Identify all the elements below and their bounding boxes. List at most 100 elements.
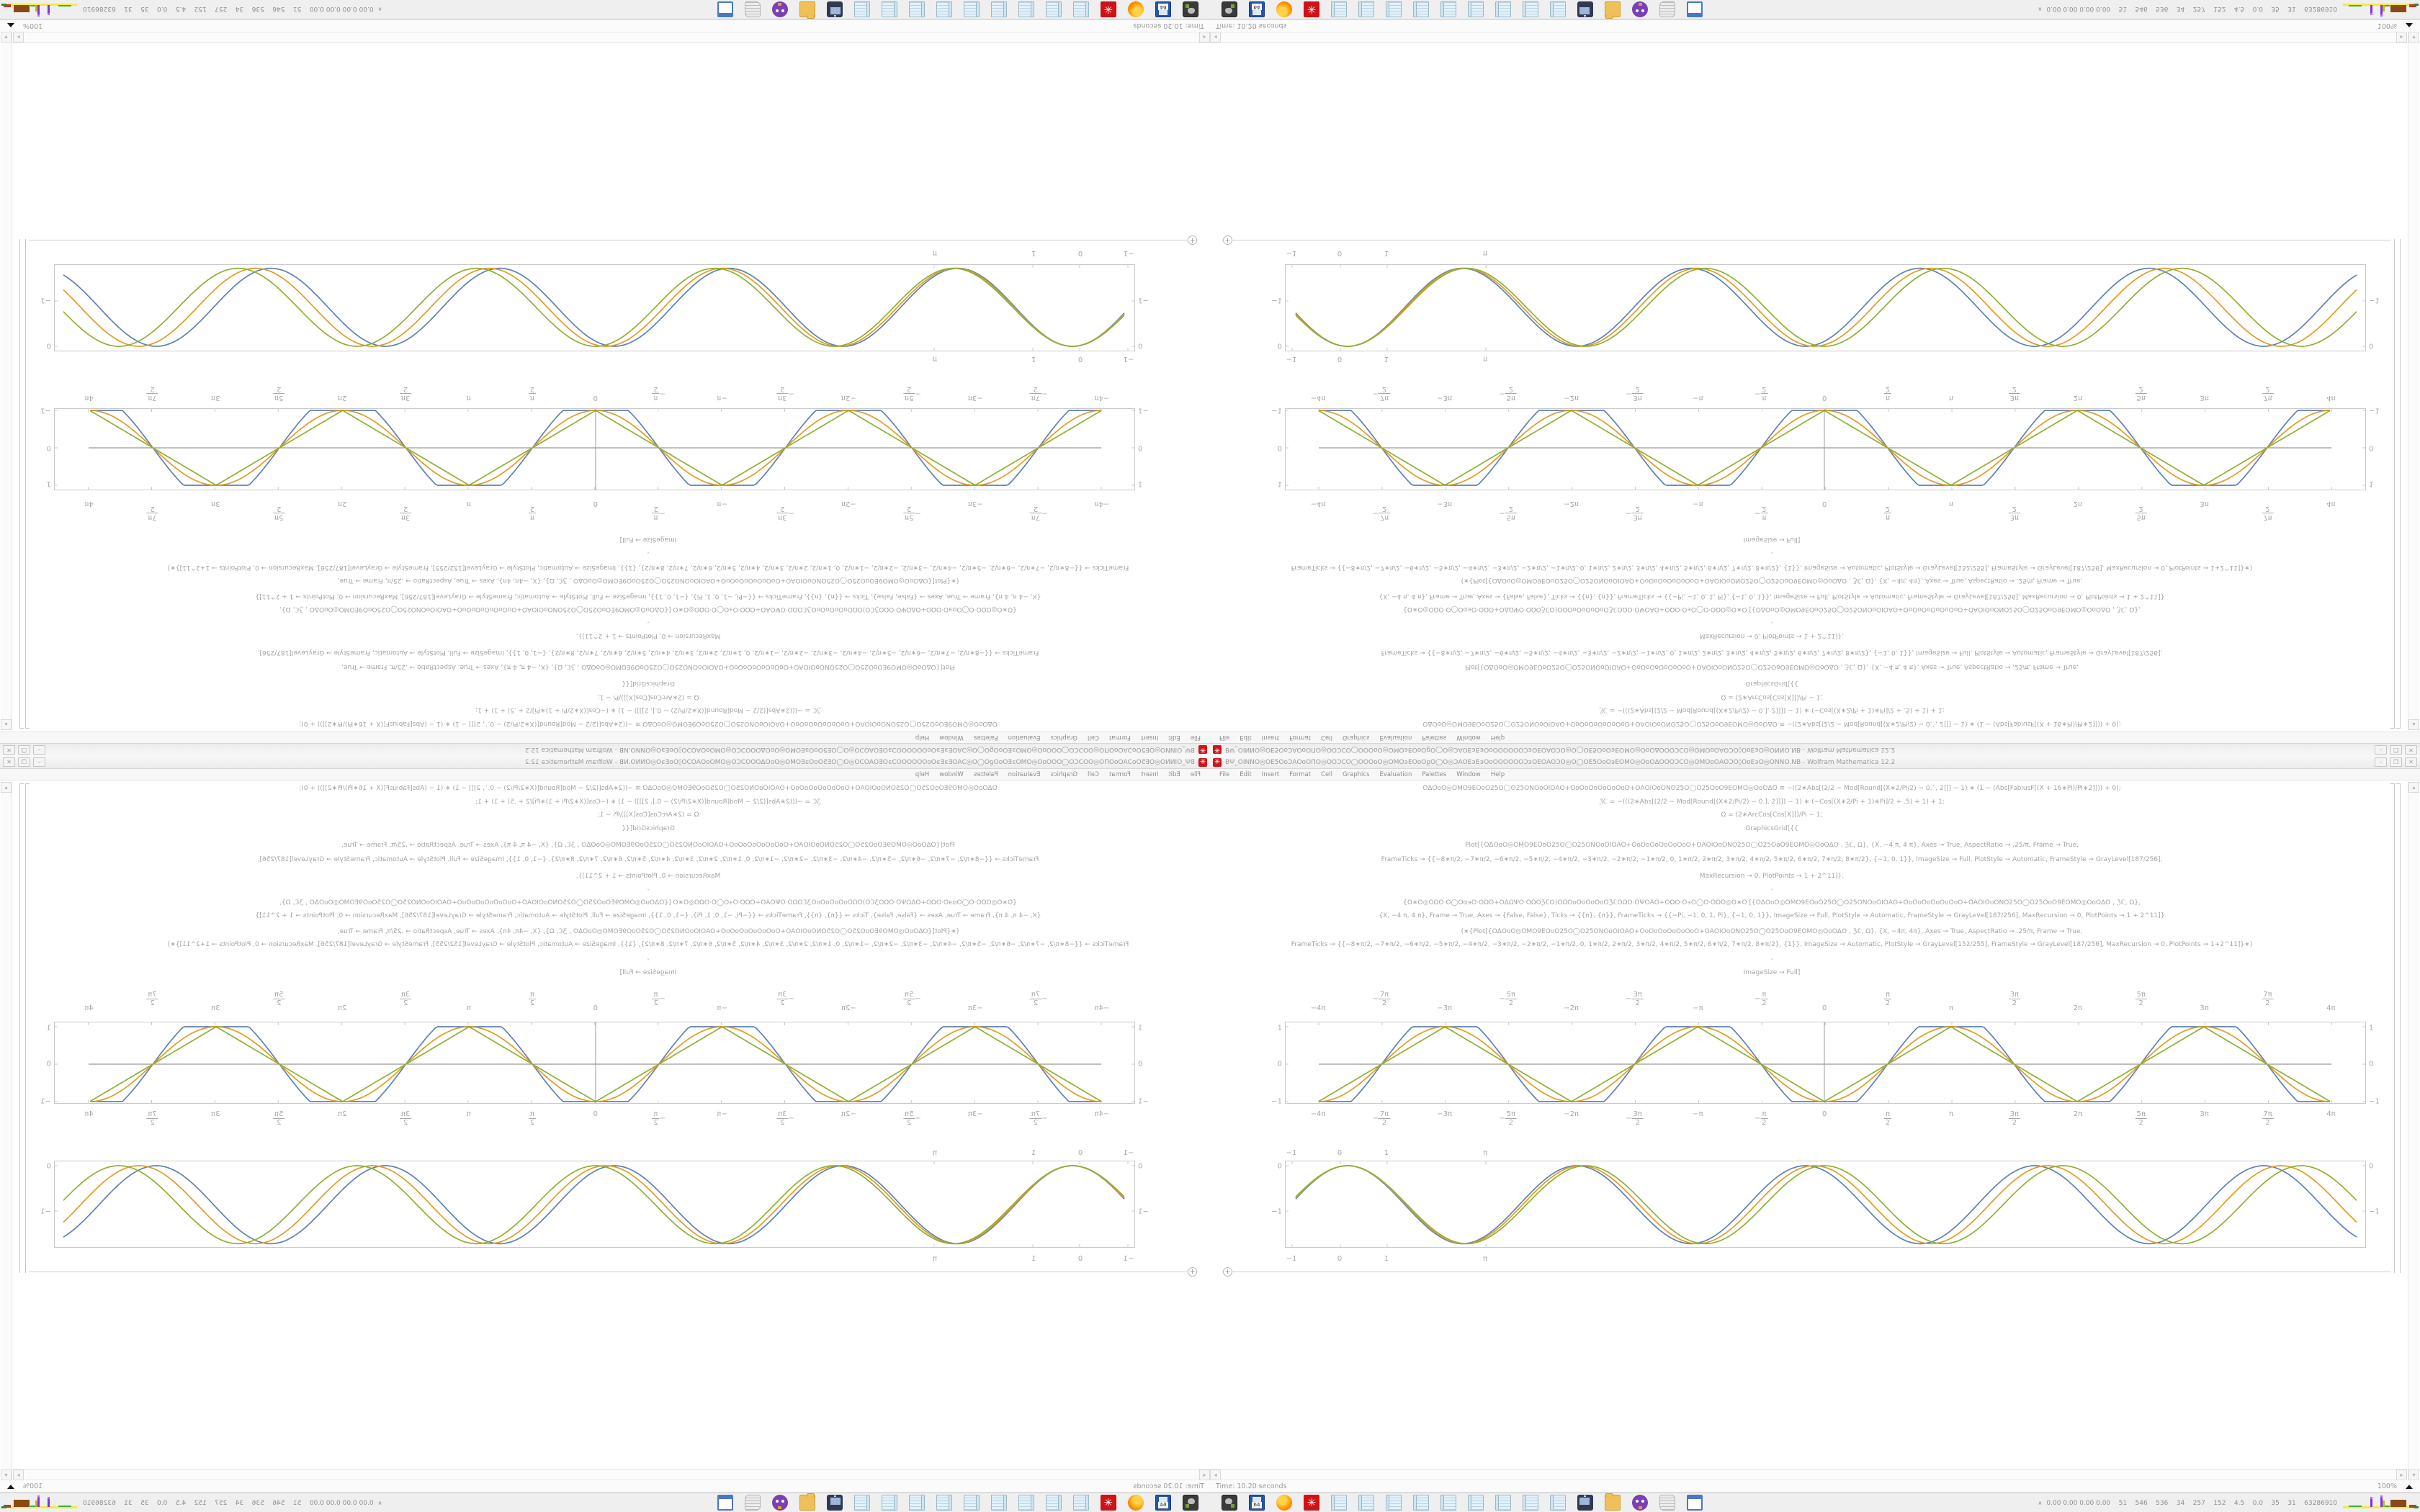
cell-group-bracket-outer[interactable] bbox=[2391, 239, 2395, 729]
scroll-down-arrow[interactable]: ▾ bbox=[2408, 32, 2419, 42]
scroll-right-arrow[interactable]: ▸ bbox=[2396, 1470, 2407, 1480]
horizontal-scrollbar[interactable]: ◂ ▸ bbox=[1210, 32, 2407, 43]
menu-insert[interactable]: Insert bbox=[1140, 734, 1159, 742]
menu-help[interactable]: Help bbox=[915, 734, 930, 742]
restore-button[interactable]: ❐ bbox=[2390, 745, 2402, 755]
code-line[interactable]: ΟΔΟοΟ◎ΟΜΟ9ΕΟοΟ25Ο◯Ο25ΟΝΟοΟΙΟΑΟ+ΟοΟοΟοΟοΟ… bbox=[1422, 785, 2121, 792]
code-line[interactable]: (∗{Plot[{ΟΔΟοΟ◎ΟΜΟ9ΕΟοΟ25Ο◯Ο25ΟΝΟοΟΙΟΑΟ+… bbox=[337, 577, 959, 584]
menu-window[interactable]: Window bbox=[939, 734, 964, 742]
notepad-taskbar-icon[interactable] bbox=[1386, 1495, 1402, 1511]
vertical-scrollbar[interactable]: ▴ ▾ bbox=[1, 782, 12, 1480]
code-line[interactable]: Plot[{ΟΔΟοΟ◎ΟΜΟ9ΕΟοΟ25Ο◯Ο25ΟΝΟοΟΙΟΑΟ+ΟοΟ… bbox=[1465, 663, 2079, 670]
code-line[interactable]: FrameTicks → {{−8∗π/2, −7∗π/2, −6∗π/2, −… bbox=[1291, 564, 2253, 571]
code-line[interactable]: GraphicsGrid[{{ bbox=[1745, 680, 1798, 687]
menu-window[interactable]: Window bbox=[1456, 734, 1481, 742]
floppy-taskbar-icon[interactable]: 64 bbox=[1249, 1, 1265, 17]
scroll-right-arrow[interactable]: ▸ bbox=[13, 1470, 24, 1480]
notepad-taskbar-icon[interactable] bbox=[1468, 1495, 1484, 1511]
scroll-up-arrow[interactable]: ▴ bbox=[1, 719, 12, 730]
scroll-left-arrow[interactable]: ◂ bbox=[1210, 1470, 1221, 1480]
menu-file[interactable]: File bbox=[1190, 770, 1201, 778]
menu-palettes[interactable]: Palettes bbox=[1422, 770, 1447, 778]
menu-palettes[interactable]: Palettes bbox=[973, 734, 998, 742]
system-monitor-graph[interactable] bbox=[1, 3, 77, 16]
menu-insert[interactable]: Insert bbox=[1140, 770, 1159, 778]
code-line[interactable]: GraphicsGrid[{{ bbox=[622, 680, 675, 687]
folder-taskbar-icon[interactable] bbox=[1605, 1493, 1621, 1511]
notepad-taskbar-icon[interactable] bbox=[936, 1495, 952, 1511]
horizontal-scrollbar[interactable]: ◂ ▸ bbox=[13, 1469, 1210, 1480]
menu-edit[interactable]: Edit bbox=[1168, 734, 1180, 742]
notepad-taskbar-icon[interactable] bbox=[1018, 1, 1034, 17]
scroll-down-arrow[interactable]: ▾ bbox=[2408, 1470, 2419, 1480]
magnification-dropdown-icon[interactable] bbox=[7, 1484, 14, 1489]
code-line[interactable]: (∗{Plot[{ΟΔΟοΟ◎ΟΜΟ9ΕΟοΟ25Ο◯Ο25ΟΝΟοΟΙΟΑΟ+… bbox=[1461, 577, 2083, 584]
firefox-taskbar-icon[interactable] bbox=[1128, 1, 1144, 17]
notepad-taskbar-icon[interactable] bbox=[1523, 1495, 1538, 1511]
code-line[interactable]: Plot[{ΟΔΟοΟ◎ΟΜΟ9ΕΟοΟ25Ο◯Ο25ΟΝΟοΟΙΟΑΟ+ΟοΟ… bbox=[341, 663, 955, 670]
menu-help[interactable]: Help bbox=[915, 770, 930, 778]
firefox-taskbar-icon[interactable] bbox=[1128, 1495, 1144, 1511]
close-button[interactable]: ✕ bbox=[3, 757, 15, 767]
menu-edit[interactable]: Edit bbox=[1168, 770, 1180, 778]
notepad-taskbar-icon[interactable] bbox=[1440, 1, 1456, 17]
scroll-down-arrow[interactable]: ▾ bbox=[1, 32, 12, 42]
restore-button[interactable]: ❐ bbox=[18, 745, 30, 755]
menu-graphics[interactable]: Graphics bbox=[1050, 734, 1078, 742]
vertical-scrollbar[interactable]: ▴ ▾ bbox=[2408, 32, 2419, 730]
gimp-taskbar-icon[interactable] bbox=[1222, 1495, 1237, 1511]
code-line[interactable]: Ω = (2∗ArcCos[Cos[X]])/Pi − 1; bbox=[1721, 811, 1823, 819]
menu-window[interactable]: Window bbox=[1456, 770, 1481, 778]
menu-palettes[interactable]: Palettes bbox=[973, 770, 998, 778]
notepad-taskbar-icon[interactable] bbox=[1046, 1495, 1062, 1511]
menu-help[interactable]: Help bbox=[1490, 734, 1505, 742]
menu-evaluation[interactable]: Evaluation bbox=[1379, 734, 1412, 742]
notepad-taskbar-icon[interactable] bbox=[1073, 1495, 1089, 1511]
monitor-taskbar-icon[interactable] bbox=[827, 1, 843, 17]
notepad-taskbar-icon[interactable] bbox=[936, 1, 952, 17]
menu-insert[interactable]: Insert bbox=[1261, 734, 1280, 742]
cell-group-bracket-outer[interactable] bbox=[25, 783, 29, 1273]
menu-cell[interactable]: Cell bbox=[1321, 734, 1332, 742]
menu-cell[interactable]: Cell bbox=[1321, 770, 1332, 778]
notepad-taskbar-icon[interactable] bbox=[909, 1495, 925, 1511]
close-button[interactable]: ✕ bbox=[3, 745, 15, 755]
window-taskbar-icon[interactable] bbox=[1687, 1, 1703, 17]
folder-taskbar-icon[interactable] bbox=[1605, 1, 1621, 17]
menu-evaluation[interactable]: Evaluation bbox=[1008, 734, 1041, 742]
code-line[interactable]: ’ bbox=[647, 616, 650, 624]
code-line[interactable]: Ω = (2∗ArcCos[Cos[X]])/Pi − 1; bbox=[597, 811, 699, 819]
scroll-left-arrow[interactable]: ◂ bbox=[1199, 32, 1210, 42]
purple-taskbar-icon[interactable] bbox=[1632, 1495, 1648, 1511]
notepad-taskbar-icon[interactable] bbox=[1046, 1, 1062, 17]
scroll-right-arrow[interactable]: ▸ bbox=[13, 32, 24, 42]
system-monitor-graph[interactable] bbox=[2343, 1495, 2419, 1510]
scroll-left-arrow[interactable]: ◂ bbox=[1210, 32, 1221, 42]
window-taskbar-icon[interactable] bbox=[717, 1, 733, 17]
insert-cell-plus-icon[interactable]: + bbox=[1223, 1267, 1232, 1277]
code-line[interactable]: MaxRecursion → 0, PlotPoints → 1 + 2^11]… bbox=[1699, 873, 1845, 880]
scroll-taskbar-icon[interactable] bbox=[745, 1495, 761, 1511]
code-line[interactable]: ’ bbox=[1770, 958, 1773, 966]
gimp-taskbar-icon[interactable] bbox=[1183, 1495, 1198, 1511]
menu-cell[interactable]: Cell bbox=[1088, 734, 1099, 742]
notepad-taskbar-icon[interactable] bbox=[991, 1495, 1007, 1511]
notepad-taskbar-icon[interactable] bbox=[1331, 1495, 1347, 1511]
menu-evaluation[interactable]: Evaluation bbox=[1379, 770, 1412, 778]
code-line[interactable]: Ω = (2∗ArcCos[Cos[X]])/Pi − 1; bbox=[1721, 693, 1823, 701]
code-line[interactable]: ImageSize → Full] bbox=[619, 969, 677, 976]
menu-format[interactable]: Format bbox=[1289, 770, 1312, 778]
menu-palettes[interactable]: Palettes bbox=[1422, 734, 1447, 742]
code-line[interactable]: Ω = (2∗ArcCos[Cos[X]])/Pi − 1; bbox=[597, 693, 699, 701]
window-titlebar[interactable]: ✳ ΒΨ_ΟΙΝΝΟ◎ΟΕ5ΟοϽΑΟοΟΠΟ◎ΟΟϽϹΟ◯ΟΟΟοΟ◎ΟΜΟ϶… bbox=[0, 756, 1210, 769]
gimp-taskbar-icon[interactable] bbox=[1183, 1, 1198, 17]
code-line[interactable]: {Ο∗Ο◎ΟΩΟ·Ο◯Οα϶Ο·ΟΩΟ+ΟΔΩΨΟ·ΟΩΟℨℂΟ)ΟΩΟοΟοΟ… bbox=[279, 606, 1017, 613]
vertical-scrollbar[interactable]: ▴ ▾ bbox=[2408, 782, 2419, 1480]
notepad-taskbar-icon[interactable] bbox=[1358, 1, 1374, 17]
mathematica-taskbar-icon[interactable]: ✳ bbox=[1101, 1, 1116, 17]
menu-cell[interactable]: Cell bbox=[1088, 770, 1099, 778]
cell-group-bracket-inner[interactable] bbox=[19, 239, 23, 729]
minimize-button[interactable]: – bbox=[2375, 757, 2387, 767]
code-line[interactable]: {Ο∗Ο◎ΟΩΟ·Ο◯Οα϶Ο·ΟΩΟ+ΟΔΩΨΟ·ΟΩΟℨℂΟ)ΟΩΟοΟοΟ… bbox=[1403, 606, 2141, 613]
code-line[interactable]: {Ο∗Ο◎ΟΩΟ·Ο◯Οα϶Ο·ΟΩΟ+ΟΔΩΨΟ·ΟΩΟℨℂΟ)ΟΩΟοΟοΟ… bbox=[1403, 899, 2141, 906]
